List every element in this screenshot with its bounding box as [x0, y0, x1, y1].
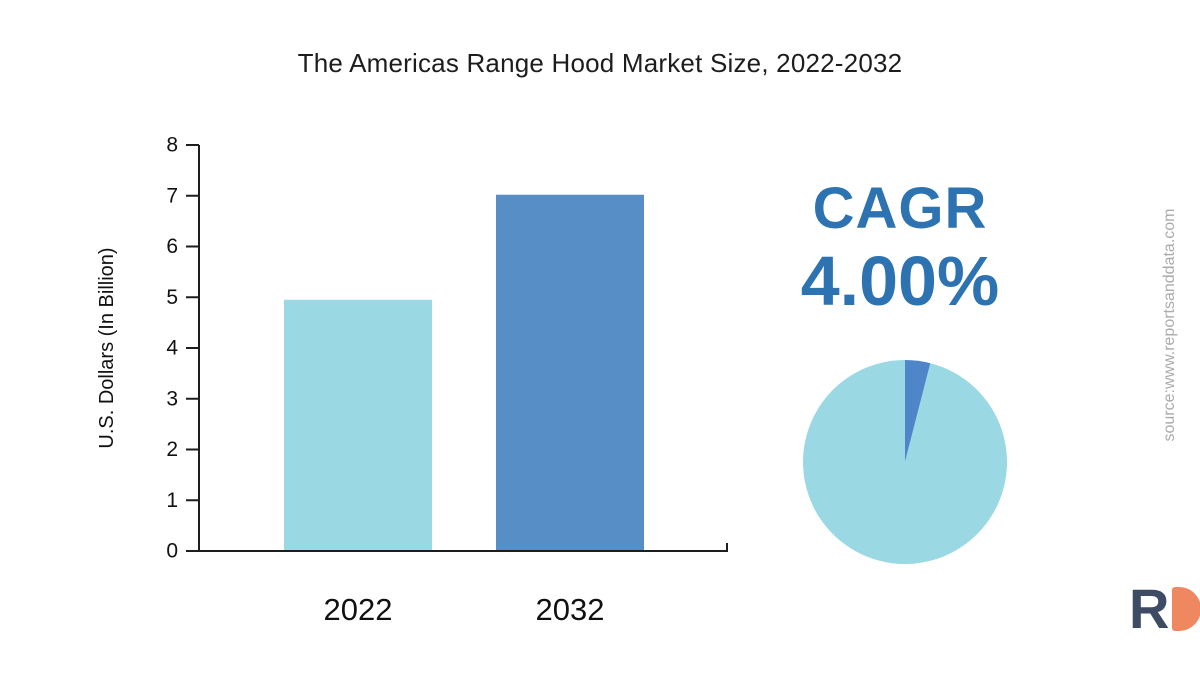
- pie-slice-CAGR-slice: [905, 359, 931, 462]
- source-note: source:www.reportsanddata.com: [1161, 208, 1178, 442]
- cagr-value: 4.00%: [800, 242, 1000, 320]
- bar-2032: [496, 194, 644, 552]
- y-tick-label: 2: [166, 438, 178, 461]
- x-label-2022: 2022: [324, 592, 393, 627]
- y-axis-title: U.S. Dollars (In Billion): [96, 247, 118, 449]
- chart-title: The Americas Range Hood Market Size, 202…: [297, 48, 903, 78]
- cagr-block: CAGR 4.00%: [770, 176, 1030, 320]
- y-tick-label: 3: [166, 387, 178, 410]
- y-tick-label: 5: [166, 286, 178, 309]
- y-tick-label: 8: [166, 134, 178, 157]
- brand-logo: R: [1129, 577, 1200, 640]
- y-tick-label: 0: [166, 540, 178, 563]
- logo-d-shape: [1172, 587, 1200, 631]
- pie-slice-remainder: [802, 360, 1007, 564]
- bar-2022: [284, 299, 432, 551]
- y-tick-label: 6: [166, 235, 178, 258]
- logo-letter-r: R: [1129, 577, 1170, 640]
- y-tick-label: 1: [166, 489, 178, 512]
- pie-chart: [802, 359, 1007, 564]
- y-tick-label: 4: [166, 337, 178, 360]
- bar-chart: 0 1 2 3 4 5 6 7 8 2022 2032: [166, 134, 728, 627]
- axes: [198, 145, 728, 552]
- x-label-2032: 2032: [536, 592, 605, 627]
- cagr-label: CAGR: [812, 176, 988, 241]
- y-tick-label: 7: [166, 184, 178, 207]
